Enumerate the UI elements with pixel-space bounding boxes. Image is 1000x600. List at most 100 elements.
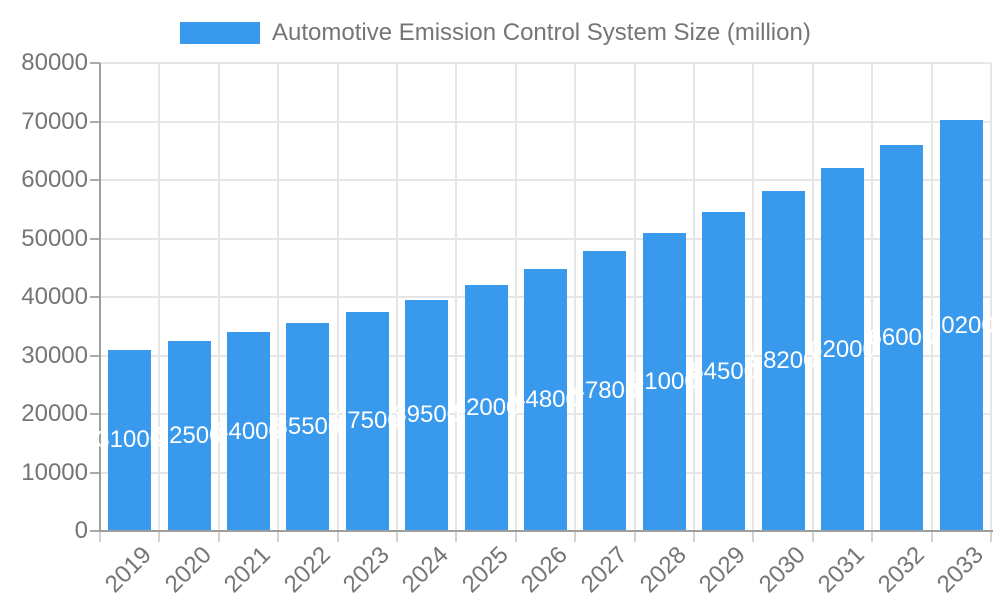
x-axis-tick	[336, 531, 339, 542]
x-axis-tick-label: 2030	[753, 541, 811, 599]
y-axis-tick-label: 50000	[21, 224, 88, 252]
bar-value-label: 66000	[868, 323, 936, 351]
y-axis-line	[99, 63, 101, 531]
bar-value-label: 54500	[690, 357, 758, 385]
y-axis-tick	[90, 471, 100, 474]
x-axis-tick	[871, 531, 874, 542]
gridline-horizontal	[100, 120, 991, 123]
bar-2031[interactable]	[821, 168, 864, 531]
bar-value-label: 37500	[333, 407, 401, 435]
bar-value-label: 35500	[274, 413, 342, 441]
bar-2028[interactable]	[642, 232, 686, 531]
x-axis-tick	[752, 531, 755, 542]
x-axis-tick	[455, 531, 458, 542]
bar-value-label: 62000	[809, 335, 876, 363]
bar-2033[interactable]	[939, 120, 983, 531]
y-axis-tick	[90, 354, 100, 357]
gridline-vertical	[930, 63, 933, 531]
x-axis-tick	[277, 531, 280, 542]
bar-2020[interactable]	[167, 340, 211, 531]
bar-value-label: 47800	[571, 377, 639, 405]
legend-item[interactable]: Automotive Emission Control System Size …	[180, 19, 811, 47]
y-axis-tick	[90, 120, 100, 123]
bar-value-label: 31000	[96, 426, 164, 454]
x-axis-tick	[217, 531, 220, 542]
y-axis-tick	[90, 62, 100, 64]
x-axis-tick-label: 2019	[100, 541, 158, 599]
y-axis-tick	[90, 296, 100, 298]
y-axis-tick	[90, 530, 100, 532]
x-axis-tick	[574, 531, 577, 542]
x-axis-tick	[396, 531, 398, 542]
y-axis-tick	[90, 413, 100, 415]
x-axis-tick-label: 2025	[456, 541, 514, 599]
bar-2032[interactable]	[880, 144, 924, 531]
legend-swatch	[180, 22, 260, 44]
x-axis-tick	[990, 531, 992, 542]
gridline-vertical	[455, 63, 458, 531]
bar-2019[interactable]	[108, 349, 152, 531]
gridline-vertical	[871, 63, 874, 531]
x-axis-tick	[693, 531, 695, 542]
x-axis-tick-label: 2026	[516, 541, 573, 599]
gridline-vertical	[693, 63, 695, 531]
bar-value-label: 42000	[452, 394, 520, 422]
y-axis-tick-label: 10000	[21, 458, 88, 486]
gridline-vertical	[990, 63, 992, 531]
y-axis-tick-label: 70000	[21, 107, 88, 135]
gridline-horizontal	[100, 62, 991, 64]
gridline-vertical	[514, 63, 517, 531]
gridline-vertical	[574, 63, 577, 531]
gridline-vertical	[811, 63, 814, 531]
y-axis-tick-label: 30000	[21, 341, 88, 369]
x-axis-tick-label: 2029	[694, 541, 752, 599]
x-axis-tick-label: 2020	[159, 541, 217, 599]
bar-2024[interactable]	[405, 299, 449, 531]
gridline-vertical	[277, 63, 280, 531]
bar-value-label: 51000	[630, 367, 698, 395]
x-axis-tick	[811, 531, 814, 542]
gridline-vertical	[158, 63, 161, 531]
bar-2029[interactable]	[702, 212, 746, 531]
bar-2021[interactable]	[227, 332, 270, 531]
x-axis-tick-label: 2033	[931, 541, 989, 599]
bar-2025[interactable]	[464, 285, 508, 531]
bar-2022[interactable]	[286, 323, 330, 531]
y-axis-tick-label: 0	[74, 517, 88, 544]
bar-value-label: 39500	[393, 401, 461, 429]
y-axis-tick-label: 40000	[21, 283, 88, 310]
gridline-vertical	[217, 63, 220, 531]
bar-2023[interactable]	[345, 311, 389, 531]
y-axis-tick-label: 80000	[21, 49, 88, 76]
y-axis-tick-label: 20000	[21, 400, 88, 427]
x-axis-tick-label: 2021	[219, 541, 276, 599]
x-axis-tick-label: 2027	[575, 541, 633, 599]
x-axis-tick-label: 2023	[337, 541, 395, 599]
y-axis-tick-label: 60000	[21, 166, 88, 193]
bar-value-label: 44800	[512, 385, 579, 413]
y-axis-tick	[90, 237, 100, 240]
x-axis-tick	[158, 531, 161, 542]
legend-label: Automotive Emission Control System Size …	[272, 19, 811, 46]
x-axis-tick	[930, 531, 933, 542]
bar-value-label: 58200	[749, 346, 817, 374]
gridline-vertical	[336, 63, 339, 531]
bar-2026[interactable]	[524, 268, 567, 531]
x-axis-line	[99, 530, 993, 532]
gridline-vertical	[752, 63, 755, 531]
gridline-vertical	[396, 63, 398, 531]
bar-value-label: 32500	[155, 421, 223, 449]
x-axis-tick	[514, 531, 517, 542]
gridline-horizontal	[100, 179, 991, 181]
x-axis-tick	[633, 531, 636, 542]
x-axis-tick-label: 2031	[813, 541, 870, 599]
bar-value-label: 34000	[215, 417, 282, 445]
bar-2027[interactable]	[583, 251, 627, 531]
gridline-vertical	[633, 63, 636, 531]
x-axis-tick-label: 2024	[397, 541, 455, 599]
x-axis-tick-label: 2032	[872, 541, 930, 599]
x-axis-tick	[99, 531, 101, 542]
x-axis-tick-label: 2022	[278, 541, 336, 599]
bar-2030[interactable]	[761, 190, 805, 531]
